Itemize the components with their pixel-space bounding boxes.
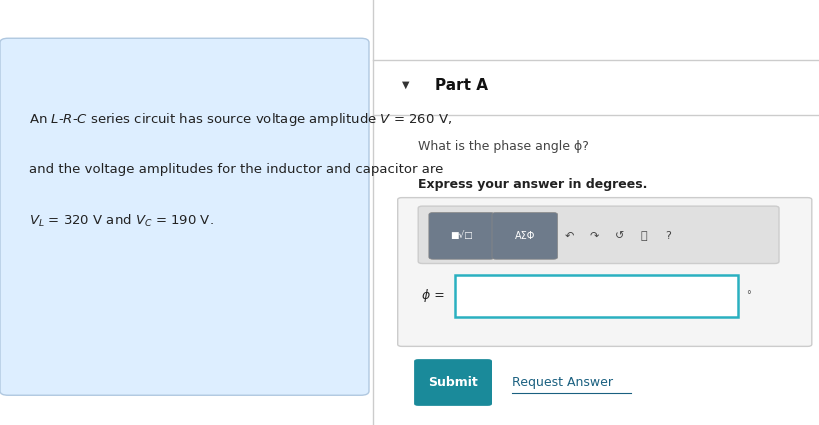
Text: An $L$-$R$-$C$ series circuit has source voltage amplitude $V$ = 260 V,: An $L$-$R$-$C$ series circuit has source…	[29, 110, 451, 128]
Text: ■√□: ■√□	[450, 231, 473, 241]
FancyBboxPatch shape	[455, 275, 737, 317]
FancyBboxPatch shape	[414, 359, 491, 406]
Text: ⎕: ⎕	[640, 231, 646, 241]
Text: ?: ?	[664, 231, 671, 241]
Text: ϕ =: ϕ =	[422, 289, 445, 302]
Text: What is the phase angle ϕ?: What is the phase angle ϕ?	[418, 140, 588, 153]
Text: $V_L$ = 320 V and $V_C$ = 190 V.: $V_L$ = 320 V and $V_C$ = 190 V.	[29, 213, 213, 229]
Text: ↶: ↶	[564, 231, 574, 241]
FancyBboxPatch shape	[428, 212, 494, 259]
Text: Submit: Submit	[428, 376, 477, 389]
Text: Express your answer in degrees.: Express your answer in degrees.	[418, 178, 647, 191]
FancyBboxPatch shape	[0, 38, 369, 395]
Text: ΑΣΦ: ΑΣΦ	[514, 231, 534, 241]
Text: Request Answer: Request Answer	[512, 376, 613, 389]
Text: Part A: Part A	[434, 77, 487, 93]
Text: ↺: ↺	[613, 231, 623, 241]
Text: ▼: ▼	[401, 80, 409, 90]
Text: and the voltage amplitudes for the inductor and capacitor are: and the voltage amplitudes for the induc…	[29, 164, 442, 176]
FancyBboxPatch shape	[418, 206, 778, 264]
Text: °: °	[745, 290, 750, 300]
FancyBboxPatch shape	[491, 212, 557, 259]
Text: ↷: ↷	[589, 231, 599, 241]
FancyBboxPatch shape	[397, 198, 811, 346]
